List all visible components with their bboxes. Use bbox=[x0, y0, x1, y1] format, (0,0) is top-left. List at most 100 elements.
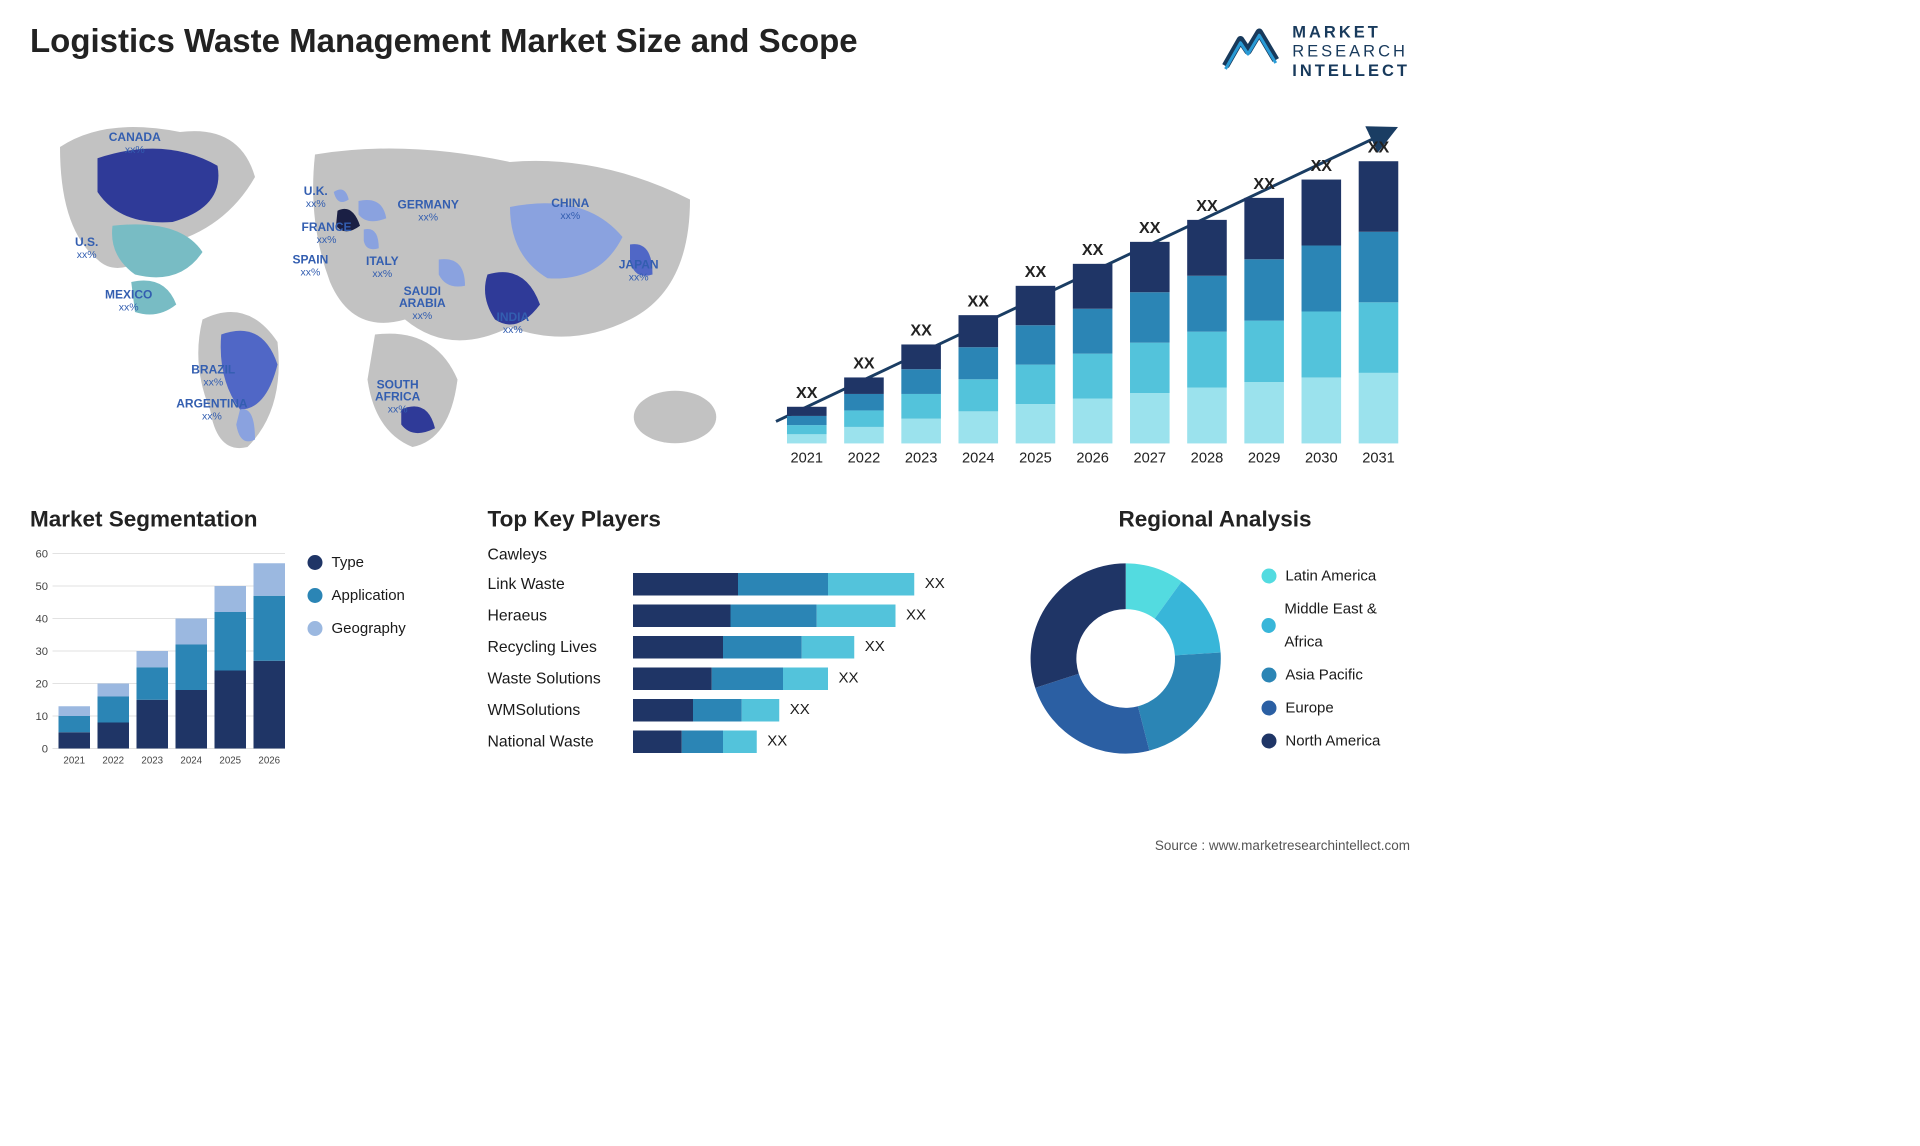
map-label: MEXICOxx% bbox=[105, 289, 152, 312]
player-row: National Waste XX bbox=[488, 730, 983, 753]
svg-text:XX: XX bbox=[1311, 157, 1333, 175]
map-label: SPAINxx% bbox=[293, 254, 329, 277]
svg-text:40: 40 bbox=[35, 613, 48, 625]
regional-title: Regional Analysis bbox=[1020, 507, 1410, 533]
page-title: Logistics Waste Management Market Size a… bbox=[30, 23, 858, 61]
player-row: WMSolutions XX bbox=[488, 699, 983, 722]
svg-text:XX: XX bbox=[1253, 175, 1275, 193]
map-label: SOUTHAFRICAxx% bbox=[375, 379, 420, 414]
svg-text:2030: 2030 bbox=[1305, 450, 1338, 466]
player-row: Cawleys bbox=[488, 546, 983, 564]
regional-section: Regional Analysis Latin AmericaMiddle Ea… bbox=[1020, 507, 1410, 771]
svg-text:20: 20 bbox=[35, 678, 48, 690]
map-label: U.K.xx% bbox=[304, 186, 328, 209]
map-label: INDIAxx% bbox=[497, 312, 530, 335]
map-label: CANADAxx% bbox=[109, 132, 161, 155]
player-bar bbox=[633, 604, 896, 627]
map-label: GERMANYxx% bbox=[398, 199, 459, 222]
svg-text:60: 60 bbox=[35, 548, 48, 560]
svg-text:XX: XX bbox=[853, 355, 875, 373]
player-value: XX bbox=[865, 639, 885, 656]
map-label: BRAZILxx% bbox=[191, 364, 235, 387]
map-label: SAUDIARABIAxx% bbox=[399, 286, 446, 321]
player-name: Waste Solutions bbox=[488, 670, 623, 688]
regional-legend: Latin AmericaMiddle East & AfricaAsia Pa… bbox=[1261, 559, 1410, 757]
key-players-section: Top Key Players CawleysLink WasteXXHerae… bbox=[488, 507, 983, 771]
svg-text:XX: XX bbox=[1196, 197, 1218, 215]
svg-text:XX: XX bbox=[1368, 138, 1390, 156]
player-value: XX bbox=[925, 576, 945, 593]
legend-item: Type bbox=[308, 546, 406, 579]
svg-text:2021: 2021 bbox=[63, 755, 85, 766]
svg-text:XX: XX bbox=[796, 384, 818, 402]
legend-item: North America bbox=[1261, 724, 1410, 757]
key-players-title: Top Key Players bbox=[488, 507, 983, 533]
legend-item: Europe bbox=[1261, 691, 1410, 724]
svg-text:10: 10 bbox=[35, 711, 48, 723]
map-label: FRANCExx% bbox=[302, 222, 352, 245]
svg-text:2022: 2022 bbox=[102, 755, 124, 766]
svg-text:2025: 2025 bbox=[1019, 450, 1052, 466]
player-bar bbox=[633, 667, 828, 690]
world-map: CANADAxx% U.S.xx% MEXICOxx% BRAZILxx% ARGENT… bbox=[30, 94, 735, 484]
map-label: ARGENTINAxx% bbox=[176, 398, 247, 421]
source-attribution: Source : www.marketresearchintellect.com bbox=[1155, 838, 1410, 854]
logo-line2: RESEARCH bbox=[1292, 41, 1410, 60]
svg-text:2021: 2021 bbox=[790, 450, 823, 466]
player-value: XX bbox=[839, 670, 859, 687]
svg-text:2025: 2025 bbox=[219, 755, 241, 766]
growth-trend-chart: XX 2021 XX 2022 XX 2023 XX 2024 XX 2025 XX 2026 XX 20… bbox=[765, 94, 1410, 484]
segmentation-legend: TypeApplicationGeography bbox=[308, 546, 406, 771]
legend-item: Geography bbox=[308, 612, 406, 645]
svg-text:XX: XX bbox=[910, 322, 932, 340]
player-bar bbox=[633, 730, 757, 753]
player-name: Cawleys bbox=[488, 546, 623, 564]
legend-item: Latin America bbox=[1261, 559, 1410, 592]
svg-text:2024: 2024 bbox=[180, 755, 202, 766]
player-name: Heraeus bbox=[488, 607, 623, 625]
svg-text:XX: XX bbox=[1025, 263, 1047, 281]
segmentation-chart: 0102030405060202120222023202420252026 bbox=[30, 546, 285, 771]
svg-text:2028: 2028 bbox=[1191, 450, 1224, 466]
player-row: Waste Solutions XX bbox=[488, 667, 983, 690]
player-row: Link Waste XX bbox=[488, 573, 983, 596]
key-players-list: CawleysLink WasteXXHeraeusXXRecycling Li… bbox=[488, 546, 983, 753]
svg-text:0: 0 bbox=[42, 743, 48, 755]
svg-text:2031: 2031 bbox=[1362, 450, 1395, 466]
player-name: Link Waste bbox=[488, 575, 623, 593]
map-label: JAPANxx% bbox=[619, 259, 659, 282]
segmentation-title: Market Segmentation bbox=[30, 507, 450, 533]
svg-text:2026: 2026 bbox=[1076, 450, 1109, 466]
svg-text:2029: 2029 bbox=[1248, 450, 1281, 466]
player-name: Recycling Lives bbox=[488, 638, 623, 656]
svg-text:XX: XX bbox=[1082, 241, 1104, 259]
player-value: XX bbox=[790, 702, 810, 719]
logo-line3: INTELLECT bbox=[1292, 60, 1410, 79]
player-row: Heraeus XX bbox=[488, 604, 983, 627]
legend-item: Asia Pacific bbox=[1261, 658, 1410, 691]
player-name: WMSolutions bbox=[488, 701, 623, 719]
player-bar bbox=[633, 699, 779, 722]
map-label: U.S.xx% bbox=[75, 237, 98, 260]
player-value: XX bbox=[767, 733, 787, 750]
svg-text:2022: 2022 bbox=[848, 450, 881, 466]
svg-text:2026: 2026 bbox=[258, 755, 280, 766]
legend-item: Middle East & Africa bbox=[1261, 592, 1410, 658]
logo-line1: MARKET bbox=[1292, 23, 1410, 42]
svg-text:XX: XX bbox=[1139, 219, 1161, 237]
svg-text:2027: 2027 bbox=[1134, 450, 1167, 466]
segmentation-section: Market Segmentation 01020304050602021202… bbox=[30, 507, 450, 771]
player-name: National Waste bbox=[488, 733, 623, 751]
svg-text:2023: 2023 bbox=[905, 450, 938, 466]
legend-item: Application bbox=[308, 579, 406, 612]
player-bar bbox=[633, 636, 854, 659]
player-row: Recycling Lives XX bbox=[488, 636, 983, 659]
svg-text:2023: 2023 bbox=[141, 755, 163, 766]
map-label: CHINAxx% bbox=[551, 198, 589, 221]
brand-logo: MARKET RESEARCH INTELLECT bbox=[1222, 23, 1410, 80]
regional-donut-chart bbox=[1020, 546, 1231, 771]
player-value: XX bbox=[906, 607, 926, 624]
svg-text:2024: 2024 bbox=[962, 450, 995, 466]
map-label: ITALYxx% bbox=[366, 256, 399, 279]
svg-text:50: 50 bbox=[35, 581, 48, 593]
